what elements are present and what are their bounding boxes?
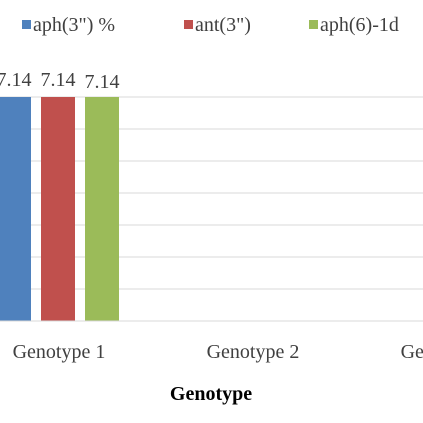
bars [0, 97, 119, 321]
bar [41, 97, 75, 321]
legend: aph(3") % ant(3") aph(6)-1d [22, 14, 399, 36]
x-tick-label: Genotype 3 [401, 341, 423, 363]
legend-swatch [309, 20, 318, 29]
data-label: 7.14 [41, 69, 76, 91]
bar [0, 97, 31, 321]
bar [85, 97, 119, 321]
x-tick-label: Genotype 1 [13, 341, 106, 363]
x-axis-title: Genotype [170, 383, 252, 405]
data-labels: 7.14 7.14 7.14 [0, 69, 120, 93]
legend-item: aph(6)-1d [309, 14, 399, 36]
legend-swatch [22, 20, 31, 29]
data-label: 7.14 [0, 69, 32, 91]
legend-label: ant(3") [195, 14, 251, 36]
x-tick-label: Genotype 2 [207, 341, 300, 363]
x-tick-labels: Genotype 1 Genotype 2 Genotype 3 [13, 341, 423, 363]
legend-item: aph(3") % [22, 14, 115, 36]
legend-item: ant(3") [184, 14, 251, 36]
legend-label: aph(6)-1d [320, 14, 399, 36]
legend-label: aph(3") % [33, 14, 115, 36]
data-label: 7.14 [85, 71, 120, 93]
legend-swatch [184, 20, 193, 29]
